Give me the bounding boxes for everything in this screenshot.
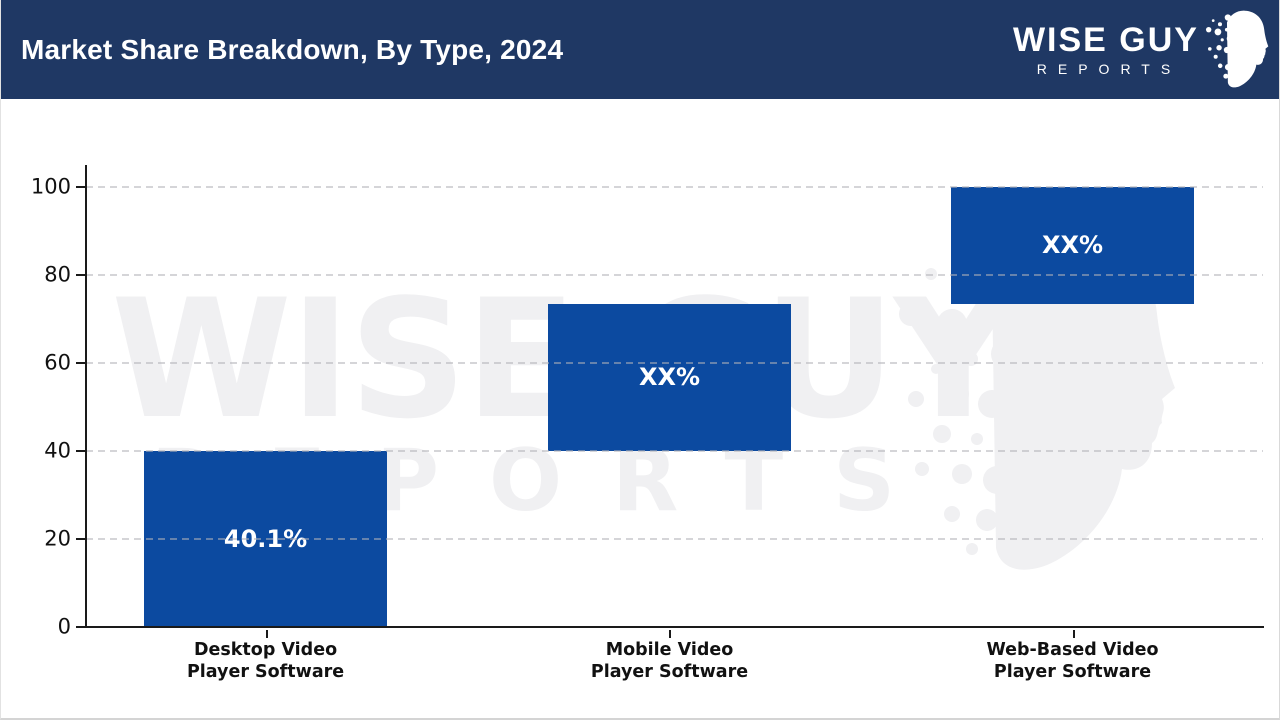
y-axis-line: [85, 165, 87, 628]
watermark-head-icon: [899, 229, 1175, 570]
y-tick-20: [76, 538, 85, 540]
x-category-label-1: Mobile Video Player Software: [499, 640, 839, 684]
gridline-60: [86, 362, 1263, 364]
bar-value-label-2: XX%: [1041, 231, 1104, 260]
y-tick-40: [76, 450, 85, 452]
gridline-40: [86, 450, 1263, 452]
brand-logo-text: WISE GUY REPORTS: [1013, 23, 1199, 77]
x-category-label-2: Web-Based Video Player Software: [903, 640, 1243, 684]
x-category-label-line: Web-Based Video: [986, 640, 1159, 660]
brand-logo: WISE GUY REPORTS: [1013, 6, 1273, 94]
x-category-label-line: Player Software: [590, 661, 749, 682]
y-tick-label-80: 80: [44, 262, 71, 287]
header-bar: Market Share Breakdown, By Type, 2024 WI…: [1, 0, 1279, 99]
brand-name: WISE GUY: [1012, 21, 1199, 59]
y-tick-label-100: 100: [30, 174, 71, 199]
y-tick-label-0: 0: [57, 614, 71, 639]
x-category-label-line: Player Software: [186, 661, 345, 682]
bar-2: XX%: [950, 187, 1195, 304]
brand-head-icon: [1205, 10, 1269, 88]
gridline-80: [86, 274, 1263, 276]
x-axis-line: [85, 626, 1264, 628]
bar-value-label-1: XX%: [638, 363, 701, 392]
y-tick-100: [76, 186, 85, 188]
y-tick-label-60: 60: [44, 350, 71, 375]
x-category-label-line: Player Software: [993, 661, 1152, 682]
x-tick-1: [669, 630, 672, 638]
gridline-100: [86, 186, 1263, 188]
plot-area: 40.1% XX% XX%: [76, 186, 1263, 638]
x-tick-2: [1072, 630, 1075, 638]
brand-subtitle: REPORTS: [1036, 61, 1182, 77]
y-tick-60: [76, 362, 85, 364]
y-tick-label-20: 20: [44, 526, 71, 551]
y-axis-tick-labels: 0 20 40 60 80 100: [1, 176, 73, 637]
gridline-20: [86, 538, 1263, 540]
y-tick-80: [76, 274, 85, 276]
chart-title: Market Share Breakdown, By Type, 2024: [21, 33, 564, 65]
x-tick-0: [265, 630, 268, 638]
y-tick-label-40: 40: [44, 438, 71, 463]
x-category-label-line: Mobile Video: [605, 640, 734, 660]
x-category-label-line: Desktop Video: [193, 640, 338, 660]
bar-1: XX%: [547, 303, 792, 451]
y-tick-0: [76, 626, 85, 628]
x-category-label-0: Desktop Video Player Software: [96, 640, 436, 684]
